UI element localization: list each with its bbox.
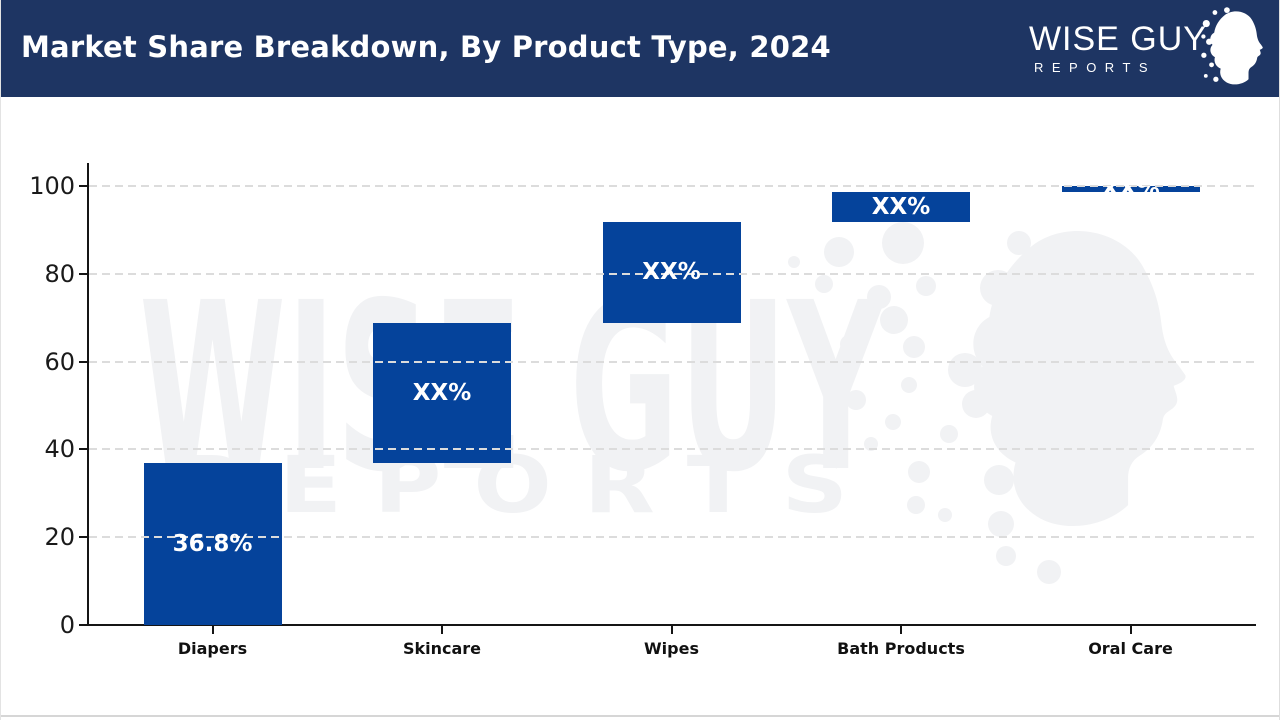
y-tick-label-0: 0 <box>59 611 75 639</box>
brand-logo-text: WISE GUY REPORTS <box>1029 22 1207 76</box>
grid-layer <box>89 164 1256 625</box>
x-tick-mark <box>670 626 673 634</box>
x-tick-mark <box>211 626 214 634</box>
brand-name: WISE GUY <box>1028 19 1207 58</box>
gridline-80 <box>89 272 1256 275</box>
y-tick-label-20: 20 <box>44 523 75 552</box>
bar-value-label: XX% <box>1101 186 1160 192</box>
y-axis-line <box>87 163 89 626</box>
y-tick-label-60: 60 <box>44 347 75 376</box>
y-tick-mark <box>79 272 88 275</box>
bar-labels-layer: 36.8% XX% XX% XX% XX% <box>89 164 1256 625</box>
x-tick-label-diapers: Diapers <box>177 639 248 658</box>
header-bar: Market Share Breakdown, By Product Type,… <box>1 0 1280 97</box>
plot-area: 36.8% XX% XX% XX% XX% <box>89 164 1256 625</box>
bar-value-label: 36.8% <box>172 531 253 558</box>
y-tick-label-80: 80 <box>44 259 75 288</box>
y-tick-mark <box>79 624 88 626</box>
bar-wipes <box>602 221 741 323</box>
gridline-20 <box>89 536 1256 539</box>
bar-label-box: XX% <box>1062 186 1200 192</box>
gridline-60 <box>89 360 1256 363</box>
y-tick-mark <box>79 448 88 451</box>
bar-value-label: XX% <box>412 380 472 407</box>
gridline-100 <box>89 184 1256 187</box>
bar-skincare <box>373 322 511 464</box>
brand-logo: WISE GUY REPORTS <box>1029 0 1273 97</box>
x-tick-label-wipes: Wipes <box>644 639 699 658</box>
bar-label-box: XX% <box>373 323 511 463</box>
x-tick-label-skincare: Skincare <box>402 639 482 658</box>
bar-label-box: XX% <box>832 192 970 222</box>
y-tick-mark <box>79 184 88 187</box>
x-tick-mark <box>1129 626 1132 634</box>
bar-label-box: 36.8% <box>144 463 282 625</box>
brand-head-icon <box>1201 6 1263 84</box>
x-tick-label-bath-products: Bath Products <box>837 639 965 658</box>
bar-diapers <box>143 463 282 625</box>
x-tick-mark <box>900 626 902 634</box>
bars-layer <box>89 164 1256 625</box>
page-bottom-rule <box>1 715 1280 717</box>
bar-oral-care <box>1061 185 1200 193</box>
x-tick-label-oral-care: Oral Care <box>1088 639 1173 658</box>
bar-bath-products <box>832 192 970 222</box>
y-tick-label-100: 100 <box>29 171 75 200</box>
y-tick-label-40: 40 <box>44 435 75 464</box>
x-tick-mark <box>441 626 443 634</box>
bar-value-label: XX% <box>642 259 701 286</box>
bar-value-label: XX% <box>871 194 931 221</box>
gridline-40 <box>89 448 1256 451</box>
y-tick-mark <box>79 360 88 363</box>
x-axis-line <box>87 624 1256 626</box>
brand-subname: REPORTS <box>1033 59 1157 75</box>
chart-title: Market Share Breakdown, By Product Type,… <box>21 30 831 64</box>
y-tick-mark <box>79 536 88 539</box>
bar-label-box: XX% <box>603 222 741 323</box>
